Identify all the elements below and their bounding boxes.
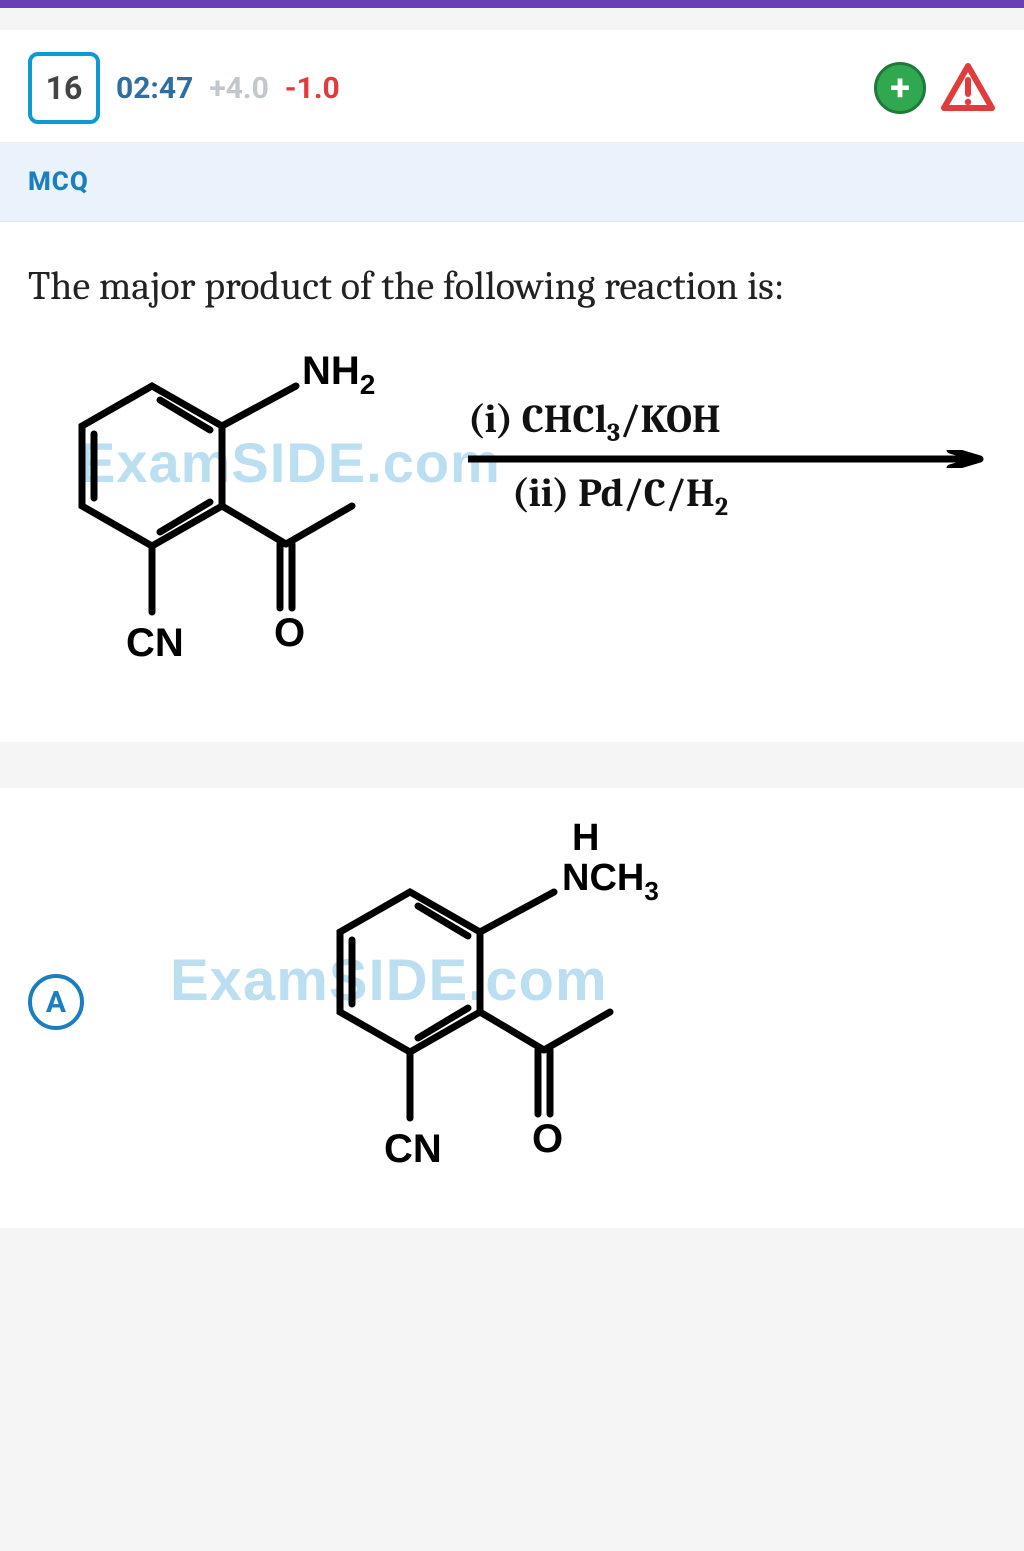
option-letter-badge: A [28,974,84,1030]
header-right-group: + [874,62,996,114]
svg-text:O: O [274,611,305,655]
negative-marks: -1.0 [285,71,340,106]
svg-text:H: H [572,817,599,859]
question-header: 16 02:47 +4.0 -1.0 + [0,30,1024,143]
option-letter: A [46,985,66,1020]
reagent-line-2: (ii) Pd/C/H2 [468,468,988,524]
add-icon[interactable]: + [874,62,926,114]
question-number: 16 [46,69,83,107]
question-timer: 02:47 [116,71,193,106]
question-text: The major product of the following react… [28,254,996,318]
top-accent-bar [0,0,1024,8]
reaction-conditions: (i) CHCl3/KOH (ii) Pd/C/H2 [468,394,988,523]
warning-icon[interactable] [940,62,996,114]
svg-text:O: O [532,1117,563,1161]
section-gap [0,742,1024,788]
reaction-scheme: ExamSIDE.com NH2 [28,346,996,706]
question-type-bar: MCQ [0,143,1024,222]
svg-text:NCH3: NCH3 [562,857,659,906]
positive-marks: +4.0 [209,71,268,106]
question-type-label: MCQ [28,167,89,197]
question-number-box[interactable]: 16 [28,52,100,124]
reaction-arrow [468,450,988,468]
header-left-group: 16 02:47 +4.0 -1.0 [28,52,340,124]
option-a-card[interactable]: A ExamSIDE.com H NCH3 [0,788,1024,1228]
plus-glyph: + [890,70,910,106]
option-a-structure: H NCH3 O CN [290,812,730,1182]
svg-text:NH2: NH2 [302,349,375,400]
reagent-line-1: (i) CHCl3/KOH [468,394,988,450]
question-body: The major product of the following react… [0,222,1024,742]
svg-text:CN: CN [384,1127,442,1171]
reactant-structure: NH2 O CN [52,346,452,696]
option-a-structure-area: ExamSIDE.com H NCH3 O [110,812,996,1192]
svg-text:CN: CN [126,621,184,665]
